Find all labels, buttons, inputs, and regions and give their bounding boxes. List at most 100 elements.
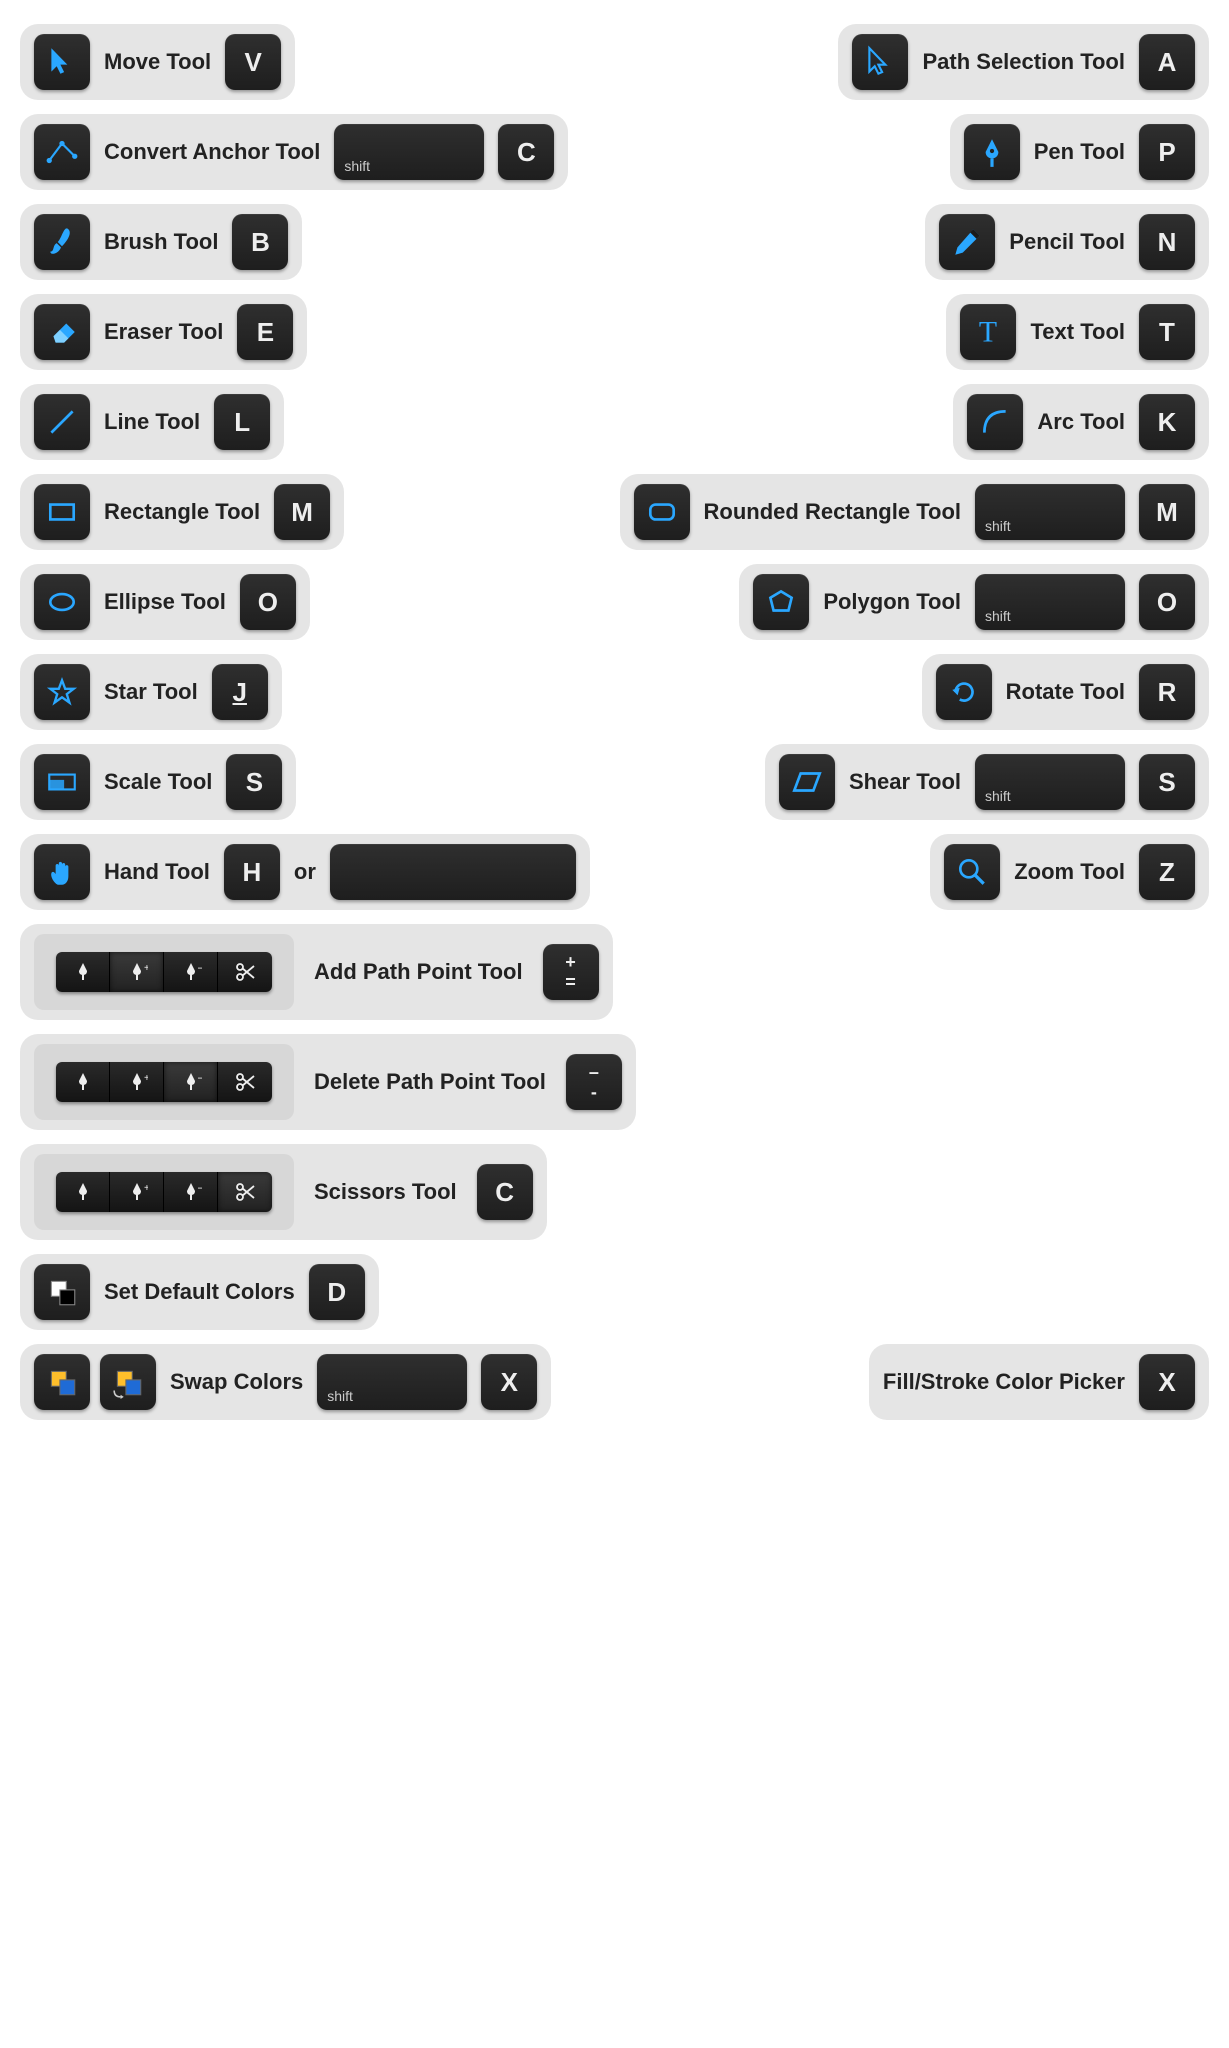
tool-label: Brush Tool: [104, 229, 218, 255]
seg-pen-nib[interactable]: [56, 1062, 110, 1102]
tool-label: Rectangle Tool: [104, 499, 260, 525]
modifier-key[interactable]: shift: [975, 574, 1125, 630]
tool-swap-colors: Swap Colors shift X: [20, 1344, 551, 1420]
row: Star Tool J Rotate Tool R: [20, 654, 1209, 730]
swap-colors-icon[interactable]: [34, 1354, 90, 1410]
shortcut-key[interactable]: N: [1139, 214, 1195, 270]
row: Move Tool V Path Selection Tool A: [20, 24, 1209, 100]
modifier-key[interactable]: shift: [975, 754, 1125, 810]
hand-icon[interactable]: [34, 844, 90, 900]
seg-pen-plus[interactable]: [110, 952, 164, 992]
seg-scissors[interactable]: [218, 1062, 272, 1102]
swap-colors-arrow-icon[interactable]: [100, 1354, 156, 1410]
shortcut-key[interactable]: M: [1139, 484, 1195, 540]
tool-label: Pen Tool: [1034, 139, 1125, 165]
shortcut-key[interactable]: S: [226, 754, 282, 810]
row: Add Path Point Tool + =: [20, 924, 1209, 1020]
convert-anchor-icon[interactable]: [34, 124, 90, 180]
row: Rectangle Tool M Rounded Rectangle Tool …: [20, 474, 1209, 550]
tool-text: Text Tool T: [946, 294, 1209, 370]
tool-label: Delete Path Point Tool: [314, 1069, 546, 1095]
line-icon[interactable]: [34, 394, 90, 450]
shortcut-key[interactable]: B: [232, 214, 288, 270]
tool-shear: Shear Tool shift S: [765, 744, 1209, 820]
shear-icon[interactable]: [779, 754, 835, 810]
shortcut-key[interactable]: Z: [1139, 844, 1195, 900]
shortcut-key[interactable]: L: [214, 394, 270, 450]
seg-pen-minus[interactable]: [164, 1172, 218, 1212]
modifier-key[interactable]: shift: [975, 484, 1125, 540]
polygon-icon[interactable]: [753, 574, 809, 630]
shortcut-key[interactable]: P: [1139, 124, 1195, 180]
shortcut-key[interactable]: O: [1139, 574, 1195, 630]
shortcut-key[interactable]: T: [1139, 304, 1195, 360]
tool-label: Eraser Tool: [104, 319, 223, 345]
shortcut-key[interactable]: A: [1139, 34, 1195, 90]
rectangle-icon[interactable]: [34, 484, 90, 540]
tool-rotate: Rotate Tool R: [922, 654, 1209, 730]
tool-scale: Scale Tool S: [20, 744, 296, 820]
ellipse-icon[interactable]: [34, 574, 90, 630]
tool-label: Move Tool: [104, 49, 211, 75]
row: Eraser Tool E Text Tool T: [20, 294, 1209, 370]
default-colors-icon[interactable]: [34, 1264, 90, 1320]
tool-label: Rotate Tool: [1006, 679, 1125, 705]
shortcut-key[interactable]: E: [237, 304, 293, 360]
tool-label: Line Tool: [104, 409, 200, 435]
scale-icon[interactable]: [34, 754, 90, 810]
tool-label: Polygon Tool: [823, 589, 961, 615]
shortcut-key[interactable]: K: [1139, 394, 1195, 450]
arc-icon[interactable]: [967, 394, 1023, 450]
tool-label: Zoom Tool: [1014, 859, 1125, 885]
seg-scissors[interactable]: [218, 952, 272, 992]
shortcut-key[interactable]: + =: [543, 944, 599, 1000]
tool-rectangle: Rectangle Tool M: [20, 474, 344, 550]
shortcut-key[interactable]: O: [240, 574, 296, 630]
shortcut-key[interactable]: D: [309, 1264, 365, 1320]
shortcut-key[interactable]: C: [477, 1164, 533, 1220]
spacebar-key[interactable]: [330, 844, 576, 900]
seg-pen-minus[interactable]: [164, 952, 218, 992]
tool-label: Path Selection Tool: [922, 49, 1125, 75]
shortcut-key[interactable]: R: [1139, 664, 1195, 720]
seg-pen-nib[interactable]: [56, 952, 110, 992]
tool-default-colors: Set Default Colors D: [20, 1254, 379, 1330]
modifier-key[interactable]: shift: [317, 1354, 467, 1410]
tool-color-picker: Fill/Stroke Color Picker X: [869, 1344, 1209, 1420]
shortcut-key[interactable]: S: [1139, 754, 1195, 810]
rotate-icon[interactable]: [936, 664, 992, 720]
seg-pen-minus[interactable]: [164, 1062, 218, 1102]
star-icon[interactable]: [34, 664, 90, 720]
tool-scissors: Scissors Tool C: [20, 1144, 547, 1240]
zoom-icon[interactable]: [944, 844, 1000, 900]
modifier-key[interactable]: shift: [334, 124, 484, 180]
shortcut-key[interactable]: M: [274, 484, 330, 540]
tool-label: Text Tool: [1030, 319, 1125, 345]
tool-move: Move Tool V: [20, 24, 295, 100]
seg-pen-plus[interactable]: [110, 1062, 164, 1102]
move-icon[interactable]: [34, 34, 90, 90]
pen-icon[interactable]: [964, 124, 1020, 180]
shortcut-key[interactable]: V: [225, 34, 281, 90]
shortcut-key[interactable]: X: [481, 1354, 537, 1410]
rounded-rectangle-icon[interactable]: [634, 484, 690, 540]
shortcut-key[interactable]: H: [224, 844, 280, 900]
tool-delete-path-point: Delete Path Point Tool – -: [20, 1034, 636, 1130]
tool-label: Rounded Rectangle Tool: [704, 499, 961, 525]
seg-pen-nib[interactable]: [56, 1172, 110, 1212]
eraser-icon[interactable]: [34, 304, 90, 360]
pencil-icon[interactable]: [939, 214, 995, 270]
shortcut-key[interactable]: – -: [566, 1054, 622, 1110]
tool-label: Shear Tool: [849, 769, 961, 795]
brush-icon[interactable]: [34, 214, 90, 270]
seg-scissors[interactable]: [218, 1172, 272, 1212]
text-icon[interactable]: [960, 304, 1016, 360]
seg-pen-plus[interactable]: [110, 1172, 164, 1212]
shortcut-key[interactable]: X: [1139, 1354, 1195, 1410]
tool-label: Star Tool: [104, 679, 198, 705]
shortcut-key[interactable]: J: [212, 664, 268, 720]
path-selection-icon[interactable]: [852, 34, 908, 90]
tool-brush: Brush Tool B: [20, 204, 302, 280]
tool-label: Swap Colors: [170, 1369, 303, 1395]
shortcut-key[interactable]: C: [498, 124, 554, 180]
